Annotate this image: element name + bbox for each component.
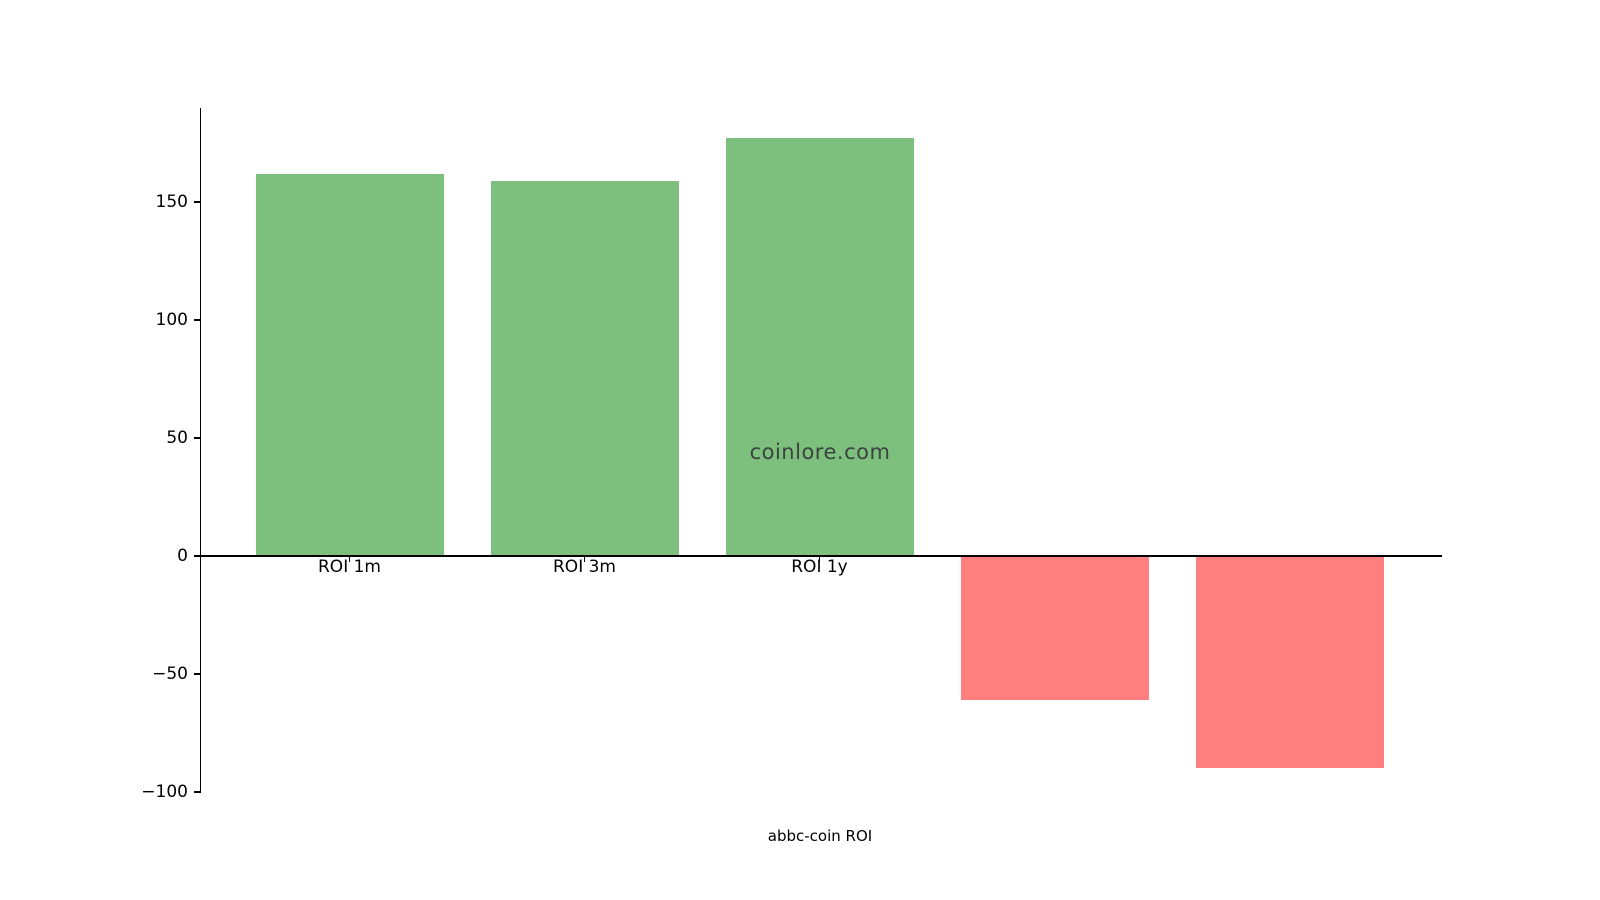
x-axis-title: abbc-coin ROI (767, 827, 873, 845)
y-tick (193, 201, 200, 203)
bar (1195, 556, 1384, 769)
y-tick-label: 0 (177, 546, 188, 566)
bar (725, 138, 914, 556)
y-tick (193, 673, 200, 675)
y-tick (193, 437, 200, 439)
y-tick-label: 150 (155, 192, 188, 212)
y-tick-label: −100 (141, 782, 188, 802)
y-tick (193, 319, 200, 321)
bar (490, 180, 679, 556)
bar (255, 173, 444, 556)
watermark: coinlore.com (749, 440, 891, 464)
x-tick-label: ROI 1y (791, 557, 848, 577)
y-tick-label: 50 (166, 428, 188, 448)
x-tick (583, 556, 586, 562)
y-tick-label: 100 (155, 310, 188, 330)
y-tick (193, 555, 200, 557)
x-tick-label: ROI 3m (553, 557, 616, 577)
x-tick (348, 556, 351, 562)
x-tick-label: ROI 1m (318, 557, 381, 577)
x-axis-spine (199, 555, 1442, 557)
x-tick (818, 556, 821, 562)
y-tick-label: −50 (152, 664, 188, 684)
bar (960, 556, 1149, 700)
y-axis-spine (199, 108, 201, 793)
y-tick (193, 791, 200, 793)
